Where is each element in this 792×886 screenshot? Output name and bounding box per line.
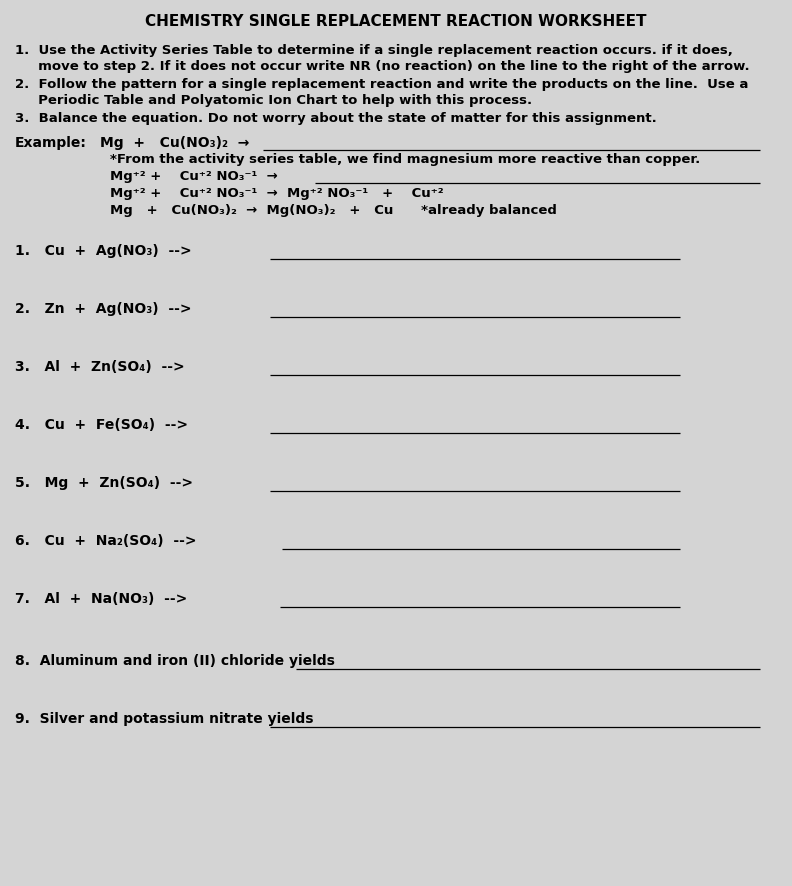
- Text: Mg  +   Cu(NO₃)₂  →: Mg + Cu(NO₃)₂ →: [100, 136, 249, 150]
- Text: 1.   Cu  +  Ag(NO₃)  -->: 1. Cu + Ag(NO₃) -->: [15, 244, 192, 258]
- Text: 2.  Follow the pattern for a single replacement reaction and write the products : 2. Follow the pattern for a single repla…: [15, 78, 748, 91]
- Text: 7.   Al  +  Na(NO₃)  -->: 7. Al + Na(NO₃) -->: [15, 592, 187, 606]
- Text: 6.   Cu  +  Na₂(SO₄)  -->: 6. Cu + Na₂(SO₄) -->: [15, 534, 196, 548]
- Text: CHEMISTRY SINGLE REPLACEMENT REACTION WORKSHEET: CHEMISTRY SINGLE REPLACEMENT REACTION WO…: [145, 14, 647, 29]
- Text: 8.  Aluminum and iron (II) chloride yields: 8. Aluminum and iron (II) chloride yield…: [15, 654, 335, 668]
- Text: *From the activity series table, we find magnesium more reactive than copper.: *From the activity series table, we find…: [110, 153, 700, 166]
- Text: 2.   Zn  +  Ag(NO₃)  -->: 2. Zn + Ag(NO₃) -->: [15, 302, 192, 316]
- Text: Periodic Table and Polyatomic Ion Chart to help with this process.: Periodic Table and Polyatomic Ion Chart …: [15, 94, 532, 107]
- Text: Mg⁺² +    Cu⁺² NO₃⁻¹  →  Mg⁺² NO₃⁻¹   +    Cu⁺²: Mg⁺² + Cu⁺² NO₃⁻¹ → Mg⁺² NO₃⁻¹ + Cu⁺²: [110, 187, 444, 200]
- Text: 1.  Use the Activity Series Table to determine if a single replacement reaction : 1. Use the Activity Series Table to dete…: [15, 44, 733, 57]
- Text: Mg   +   Cu(NO₃)₂  →  Mg(NO₃)₂   +   Cu      *already balanced: Mg + Cu(NO₃)₂ → Mg(NO₃)₂ + Cu *already b…: [110, 204, 557, 217]
- Text: 5.   Mg  +  Zn(SO₄)  -->: 5. Mg + Zn(SO₄) -->: [15, 476, 193, 490]
- Text: 9.  Silver and potassium nitrate yields: 9. Silver and potassium nitrate yields: [15, 712, 314, 726]
- Text: 4.   Cu  +  Fe(SO₄)  -->: 4. Cu + Fe(SO₄) -->: [15, 418, 188, 432]
- Text: 3.  Balance the equation. Do not worry about the state of matter for this assign: 3. Balance the equation. Do not worry ab…: [15, 112, 657, 125]
- Text: Example:: Example:: [15, 136, 87, 150]
- Text: move to step 2. If it does not occur write NR (no reaction) on the line to the r: move to step 2. If it does not occur wri…: [15, 60, 749, 73]
- Text: Mg⁺² +    Cu⁺² NO₃⁻¹  →: Mg⁺² + Cu⁺² NO₃⁻¹ →: [110, 170, 278, 183]
- Text: 3.   Al  +  Zn(SO₄)  -->: 3. Al + Zn(SO₄) -->: [15, 360, 185, 374]
